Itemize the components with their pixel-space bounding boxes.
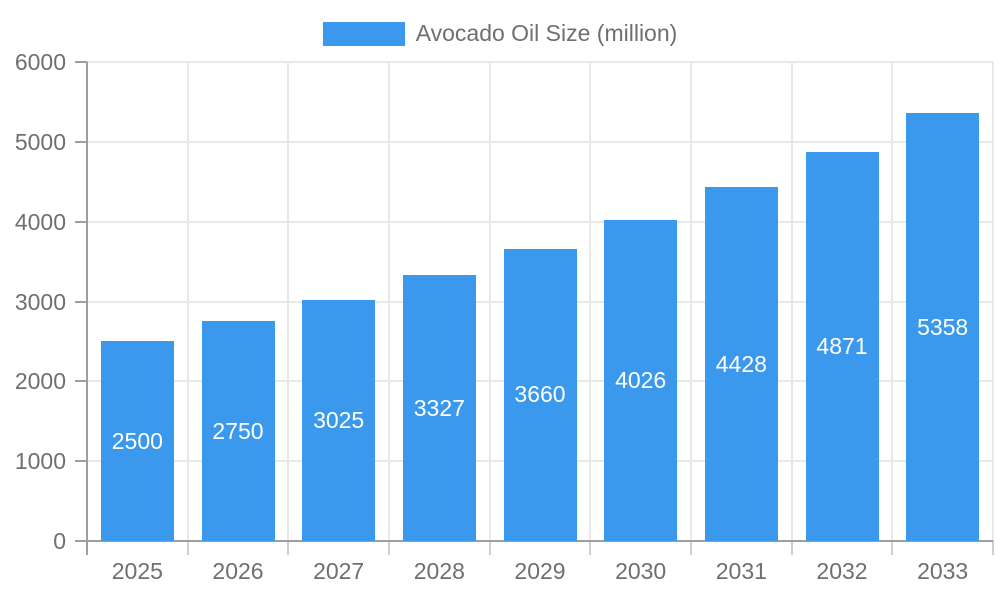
x-tick-6 <box>690 541 692 555</box>
bar-2027[interactable]: 3025 <box>302 299 376 541</box>
gridline-v-8 <box>891 62 894 541</box>
bar-value-label-2033: 5358 <box>917 313 969 340</box>
gridline-v-7 <box>790 62 793 541</box>
y-tick-label-3000: 3000 <box>14 288 66 315</box>
x-tick-label-2031: 2031 <box>715 558 767 584</box>
y-tick-6000 <box>75 61 87 63</box>
x-tick-8 <box>891 541 894 555</box>
y-tick-label-4000: 4000 <box>14 208 66 235</box>
x-tick-label-2032: 2032 <box>816 558 868 584</box>
bar-value-label-2030: 4026 <box>615 366 667 393</box>
gridline-v-2 <box>287 62 290 541</box>
gridline-v-5 <box>589 62 592 541</box>
bar-2025[interactable]: 2500 <box>100 341 174 541</box>
gridline-v-3 <box>388 62 390 541</box>
y-tick-label-1000: 1000 <box>14 448 66 475</box>
x-tick-9 <box>992 541 994 555</box>
bar-2033[interactable]: 5358 <box>906 113 980 541</box>
x-tick-2 <box>287 541 290 555</box>
x-tick-7 <box>790 541 793 555</box>
x-tick-5 <box>589 541 592 555</box>
x-tick-label-2026: 2026 <box>212 558 264 584</box>
gridline-h-4000 <box>87 220 993 223</box>
y-tick-4000 <box>75 220 87 223</box>
bar-2030[interactable]: 4026 <box>604 219 678 541</box>
bar-2032[interactable]: 4871 <box>805 152 879 541</box>
bar-value-label-2025: 2500 <box>111 427 163 454</box>
bar-value-label-2027: 3025 <box>313 406 365 433</box>
y-tick-5000 <box>75 140 87 143</box>
bar-value-label-2029: 3660 <box>514 381 566 408</box>
x-tick-label-2030: 2030 <box>615 558 667 584</box>
y-tick-label-2000: 2000 <box>14 368 66 395</box>
y-tick-label-6000: 6000 <box>14 49 66 75</box>
x-tick-label-2028: 2028 <box>413 558 465 584</box>
bar-2031[interactable]: 4428 <box>704 187 778 541</box>
bar-value-label-2031: 4428 <box>715 350 767 377</box>
gridline-v-4 <box>488 62 491 541</box>
x-tick-1 <box>186 541 189 555</box>
y-axis-line <box>86 62 88 555</box>
chart-legend: Avocado Oil Size (million) <box>0 20 1000 47</box>
legend-item[interactable]: Avocado Oil Size (million) <box>322 20 678 47</box>
gridline-v-9 <box>992 62 994 541</box>
bar-2028[interactable]: 3327 <box>402 275 476 541</box>
legend-label: Avocado Oil Size (million) <box>415 20 678 46</box>
x-tick-4 <box>488 541 491 555</box>
x-tick-3 <box>388 541 390 555</box>
bar-value-label-2032: 4871 <box>816 333 868 360</box>
y-tick-2000 <box>75 380 87 383</box>
gridline-h-5000 <box>87 140 993 143</box>
y-tick-1000 <box>75 460 87 463</box>
y-tick-label-5000: 5000 <box>14 128 66 155</box>
x-tick-label-2033: 2033 <box>917 558 969 584</box>
x-axis-line <box>87 540 993 542</box>
x-tick-label-2027: 2027 <box>313 558 365 584</box>
gridline-h-6000 <box>87 61 993 63</box>
x-tick-label-2025: 2025 <box>111 558 163 584</box>
y-tick-3000 <box>75 300 87 303</box>
bar-2026[interactable]: 2750 <box>201 321 275 541</box>
legend-swatch <box>322 21 405 46</box>
bar-value-label-2026: 2750 <box>212 417 264 444</box>
bar-value-label-2028: 3327 <box>413 394 465 421</box>
gridline-v-6 <box>690 62 692 541</box>
x-tick-label-2029: 2029 <box>514 558 566 584</box>
y-tick-label-0: 0 <box>53 528 66 554</box>
bar-2029[interactable]: 3660 <box>503 248 577 541</box>
gridline-v-1 <box>186 62 189 541</box>
y-tick-0 <box>75 540 87 542</box>
